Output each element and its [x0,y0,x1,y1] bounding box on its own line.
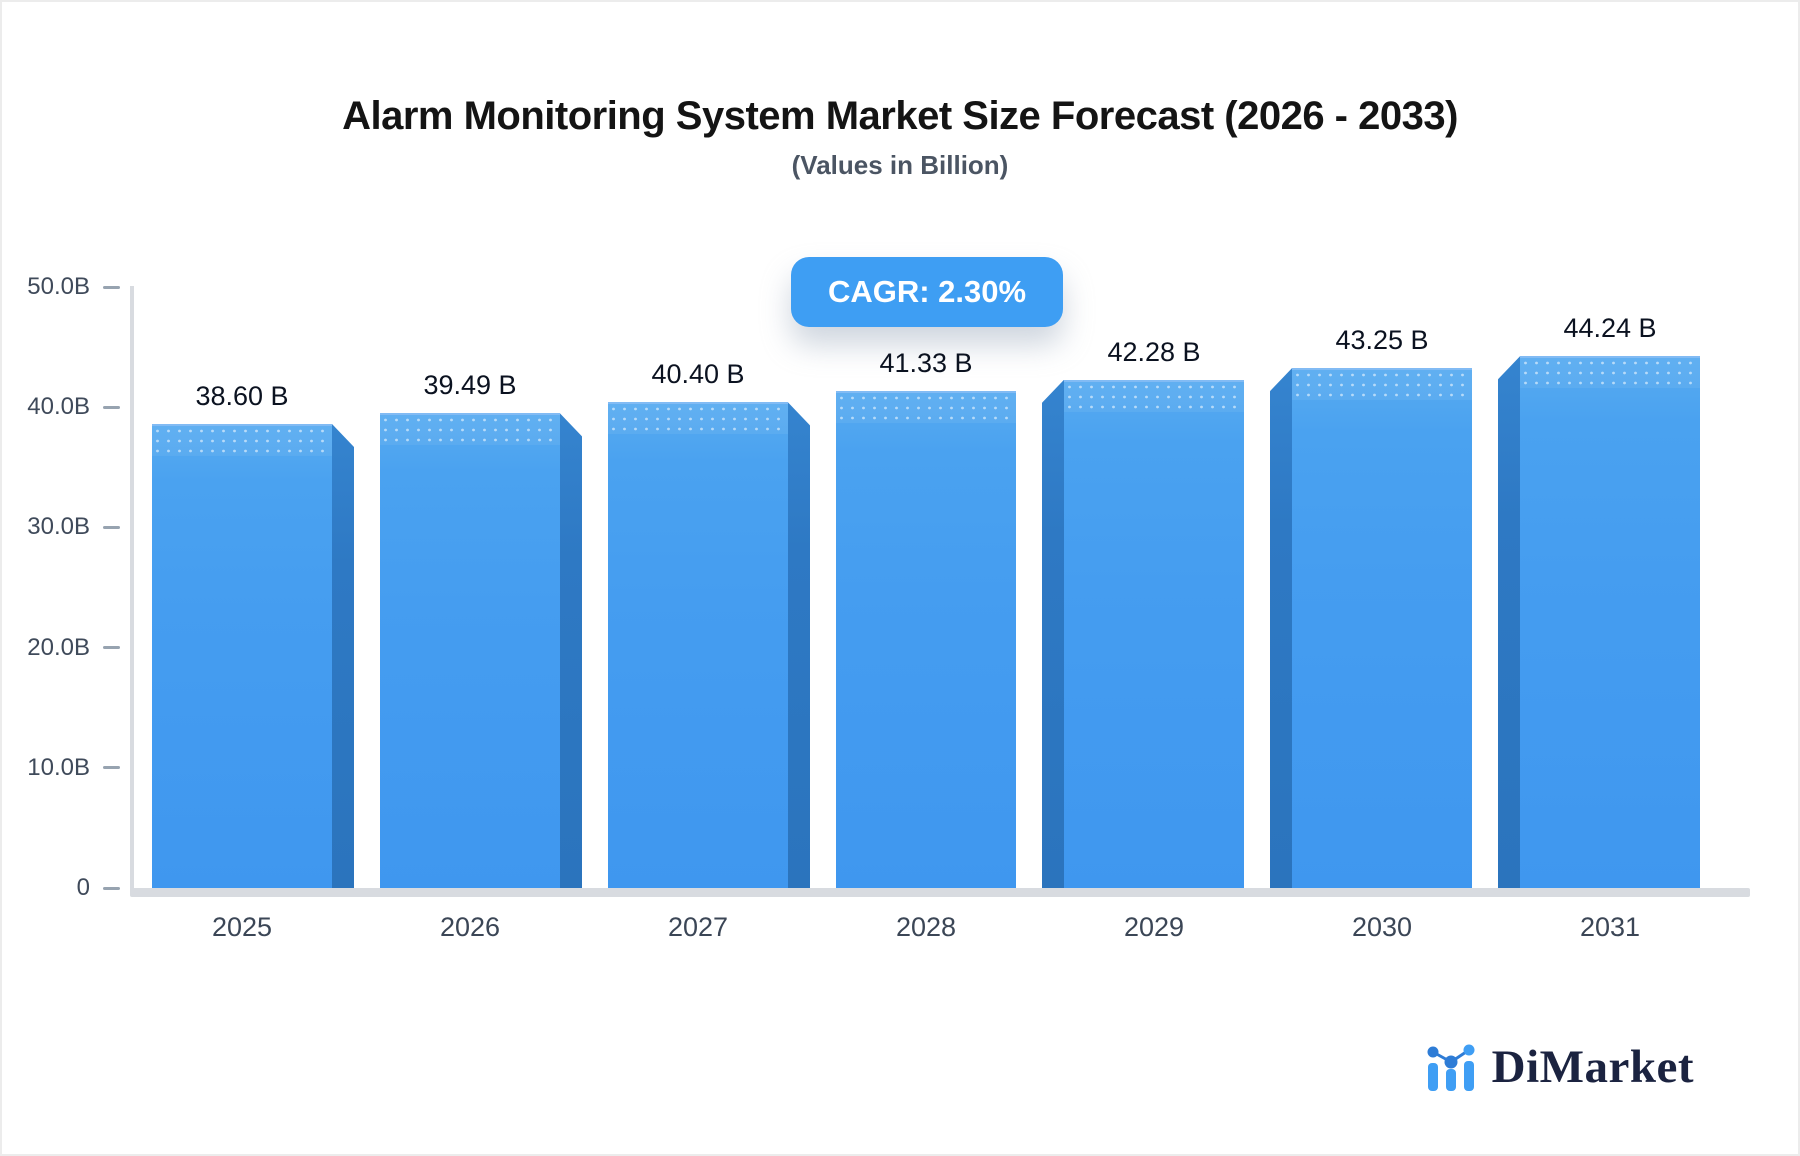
bar-side-2029 [1042,379,1064,888]
y-axis-label: 10.0B [27,753,90,781]
bar-value-label: 41.33 B [879,348,973,379]
cagr-badge: CAGR: 2.30% [791,257,1063,327]
bar-value-label: 39.49 B [423,370,517,401]
chart-title: Alarm Monitoring System Market Size Fore… [342,94,1458,138]
y-axis-label: 20.0B [27,633,90,661]
y-axis-tick [103,886,120,890]
bar-side-2030 [1270,368,1292,888]
y-axis-tick [103,405,120,409]
bar-face-2025 [152,424,332,888]
x-axis-label: 2028 [895,912,957,942]
x-axis-label: 2025 [211,912,273,942]
bar-face-2026 [380,413,560,888]
bar-chart-logo-icon [1427,1044,1475,1091]
y-axis-label: 40.0B [27,393,90,421]
bar-side-2027 [788,402,810,888]
bar-value-label: 44.24 B [1563,313,1657,344]
bar-value-label: 43.25 B [1335,325,1429,356]
x-axis-label: 2029 [1123,912,1185,942]
y-axis-tick [103,646,120,650]
y-axis-label: 30.0B [27,513,90,541]
bar-face-2027 [608,402,788,888]
x-axis-label: 2031 [1579,912,1641,942]
y-axis-line [130,286,134,890]
x-axis-line [130,888,1750,897]
bar-face-2030 [1292,368,1472,888]
bar-value-label: 42.28 B [1107,336,1201,367]
bar-value-label: 40.40 B [651,359,745,390]
dimarket-logo-text: DiMarket [1491,1041,1694,1093]
x-axis-label: 2026 [439,912,501,942]
bar-side-2026 [560,413,582,888]
x-axis-label: 2030 [1351,912,1413,942]
bar-side-2031 [1498,356,1520,888]
chart-subtitle: (Values in Billion) [791,150,1009,180]
bar-face-2029 [1064,379,1244,888]
bar-value-label: 38.60 B [195,381,289,412]
y-axis-tick [103,285,120,289]
x-axis-label: 2027 [667,912,729,942]
y-axis-label: 50.0B [27,273,90,300]
dimarket-logo: DiMarket [1422,1038,1694,1096]
y-axis-tick [103,525,120,529]
bar-face-2028 [836,391,1016,888]
y-axis-tick [103,766,120,770]
y-axis-label: 0 [76,874,90,901]
bar-side-2025 [332,424,354,888]
bar-face-2031 [1520,356,1700,888]
